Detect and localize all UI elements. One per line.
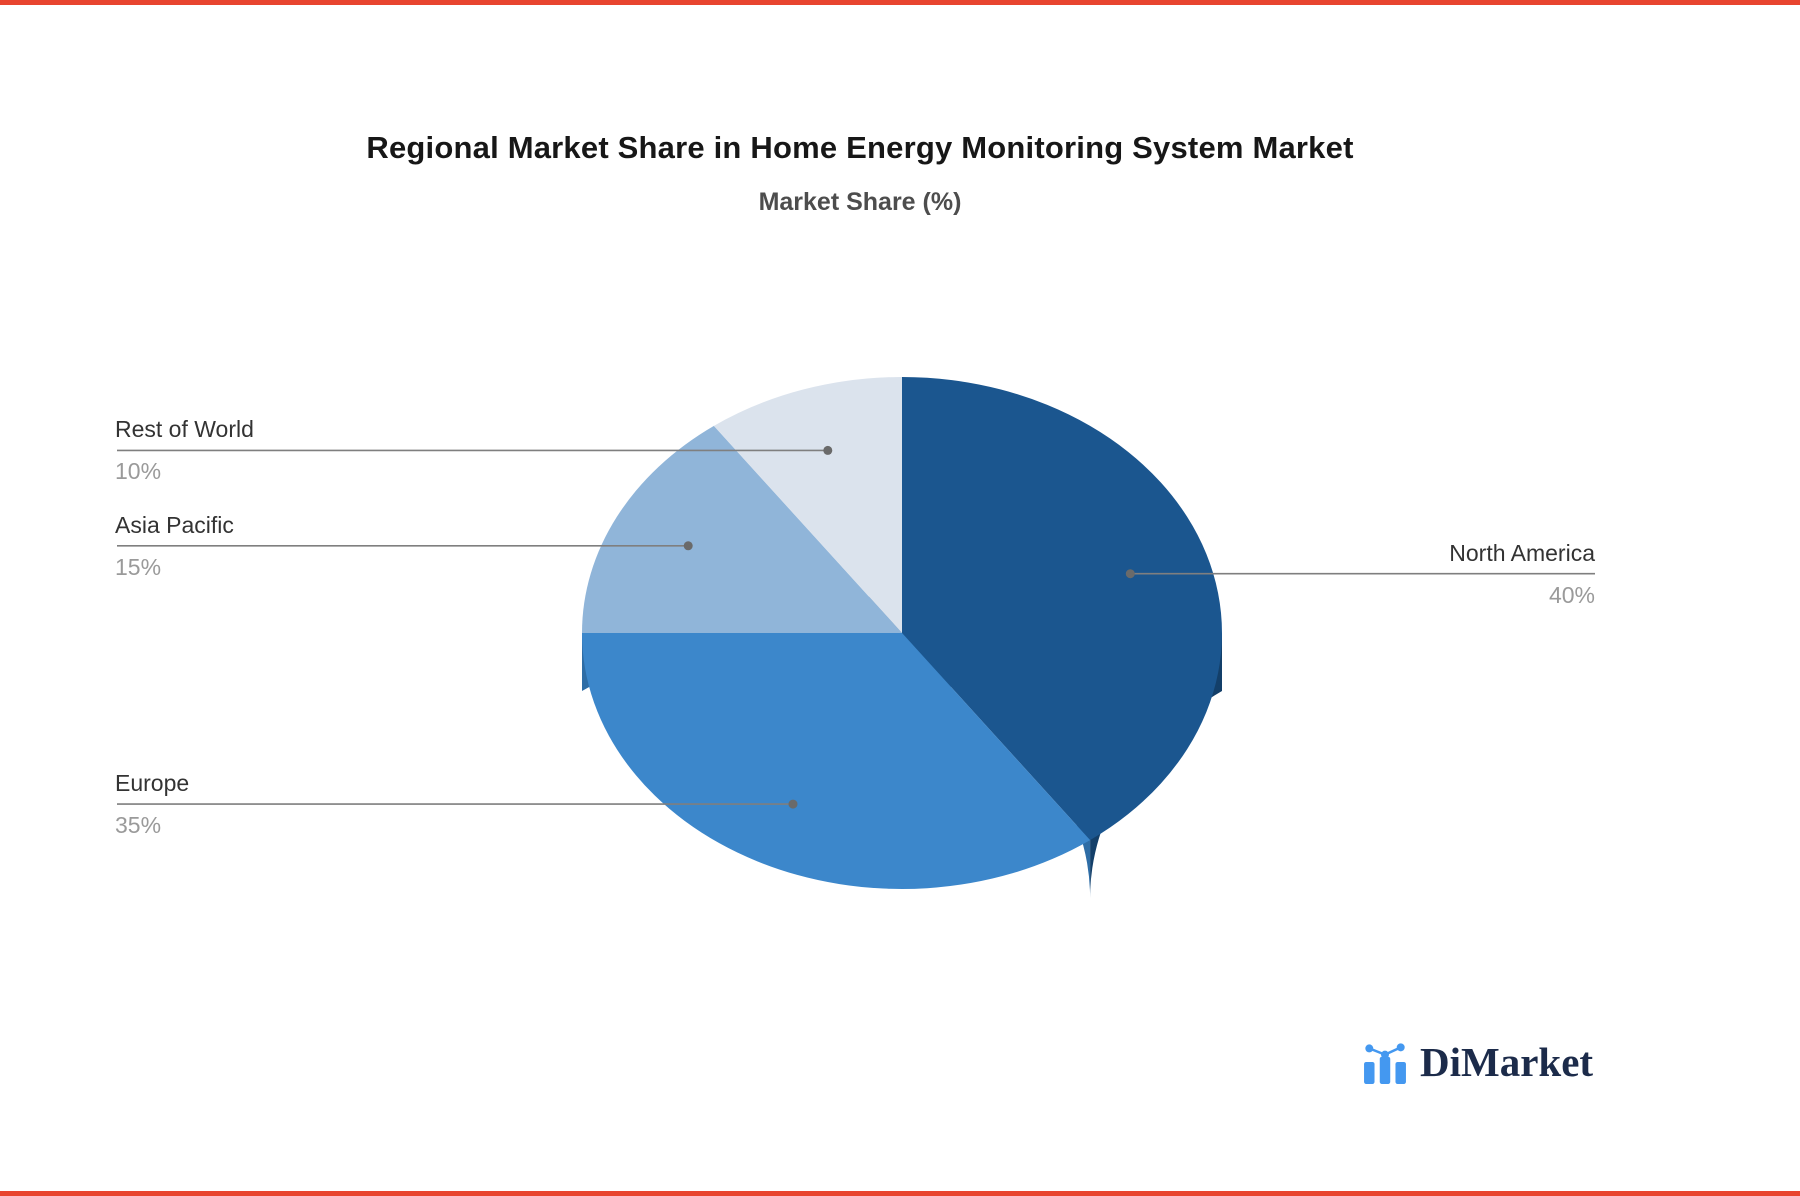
- chart-title: Regional Market Share in Home Energy Mon…: [366, 130, 1354, 165]
- slice-value-north-america: 40%: [1548, 581, 1595, 608]
- bottom-accent-bar: [0, 1191, 1800, 1196]
- pie-slice-europe[interactable]: [582, 633, 1091, 889]
- bar-line-chart-icon: [1364, 1043, 1406, 1084]
- leader-dot-asia-pacific: [683, 541, 693, 551]
- slice-label-asia-pacific: Asia Pacific: [115, 511, 234, 538]
- dimarket-logo[interactable]: DiMarket: [1363, 1040, 1593, 1084]
- pie-slice-rest-of-world[interactable]: [713, 377, 902, 633]
- leader-dot-north-america: [1125, 569, 1135, 579]
- slice-label-europe: Europe: [115, 770, 190, 797]
- slice-label-rest-of-world: Rest of World: [115, 416, 254, 443]
- leader-dot-rest-of-world: [823, 445, 833, 455]
- pie-slice-asia-pacific[interactable]: [582, 425, 902, 633]
- pie-slice-north-america[interactable]: [902, 377, 1222, 841]
- chart-subtitle: Market Share (%): [758, 188, 962, 216]
- top-accent-bar: [0, 0, 1800, 5]
- slice-value-asia-pacific: 15%: [115, 553, 162, 580]
- slice-label-north-america: North America: [1449, 539, 1595, 566]
- leader-dot-europe: [788, 799, 798, 809]
- dimarket-logo-text: DiMarket: [1420, 1039, 1594, 1085]
- slice-value-europe: 35%: [115, 812, 162, 839]
- slice-value-rest-of-world: 10%: [115, 458, 162, 485]
